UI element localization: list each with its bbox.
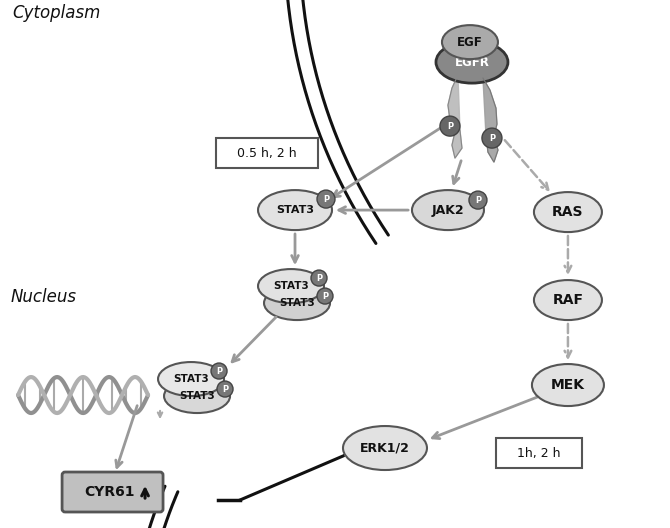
Text: P: P — [222, 384, 228, 393]
Text: RAF: RAF — [553, 293, 584, 307]
Ellipse shape — [534, 192, 602, 232]
Text: 0.5 h, 2 h: 0.5 h, 2 h — [237, 147, 297, 159]
Circle shape — [217, 381, 233, 397]
Text: EGFR: EGFR — [454, 55, 489, 69]
Ellipse shape — [532, 364, 604, 406]
Ellipse shape — [436, 41, 508, 83]
Text: P: P — [475, 195, 481, 204]
Text: STAT3: STAT3 — [179, 391, 215, 401]
Circle shape — [317, 288, 333, 304]
Text: EGF: EGF — [457, 35, 483, 49]
FancyBboxPatch shape — [216, 138, 318, 168]
Ellipse shape — [442, 25, 498, 59]
Polygon shape — [483, 78, 498, 162]
FancyBboxPatch shape — [496, 438, 582, 468]
Text: RAS: RAS — [552, 205, 584, 219]
Text: P: P — [323, 195, 329, 204]
Ellipse shape — [164, 379, 230, 413]
Ellipse shape — [258, 269, 324, 303]
Text: P: P — [316, 274, 322, 282]
Text: MEK: MEK — [551, 378, 585, 392]
Text: STAT3: STAT3 — [279, 298, 315, 308]
Text: Nucleus: Nucleus — [10, 288, 76, 306]
Text: CYR61: CYR61 — [84, 485, 134, 499]
Text: STAT3: STAT3 — [276, 205, 314, 215]
Text: P: P — [322, 291, 328, 300]
Ellipse shape — [534, 280, 602, 320]
Ellipse shape — [343, 426, 427, 470]
Circle shape — [440, 116, 460, 136]
Text: STAT3: STAT3 — [173, 374, 209, 384]
FancyBboxPatch shape — [62, 472, 163, 512]
Text: JAK2: JAK2 — [431, 204, 464, 216]
Text: Cytoplasm: Cytoplasm — [12, 4, 100, 22]
Text: ERK1/2: ERK1/2 — [360, 441, 410, 455]
Circle shape — [482, 128, 502, 148]
Text: P: P — [447, 121, 453, 130]
Text: P: P — [489, 134, 495, 143]
Circle shape — [469, 191, 487, 209]
Ellipse shape — [264, 286, 330, 320]
Circle shape — [317, 190, 335, 208]
Ellipse shape — [412, 190, 484, 230]
Circle shape — [311, 270, 327, 286]
Circle shape — [211, 363, 227, 379]
Ellipse shape — [158, 362, 224, 396]
Text: P: P — [216, 366, 222, 375]
Text: 1h, 2 h: 1h, 2 h — [517, 447, 561, 459]
Polygon shape — [448, 75, 462, 158]
Text: STAT3: STAT3 — [273, 281, 309, 291]
Ellipse shape — [258, 190, 332, 230]
